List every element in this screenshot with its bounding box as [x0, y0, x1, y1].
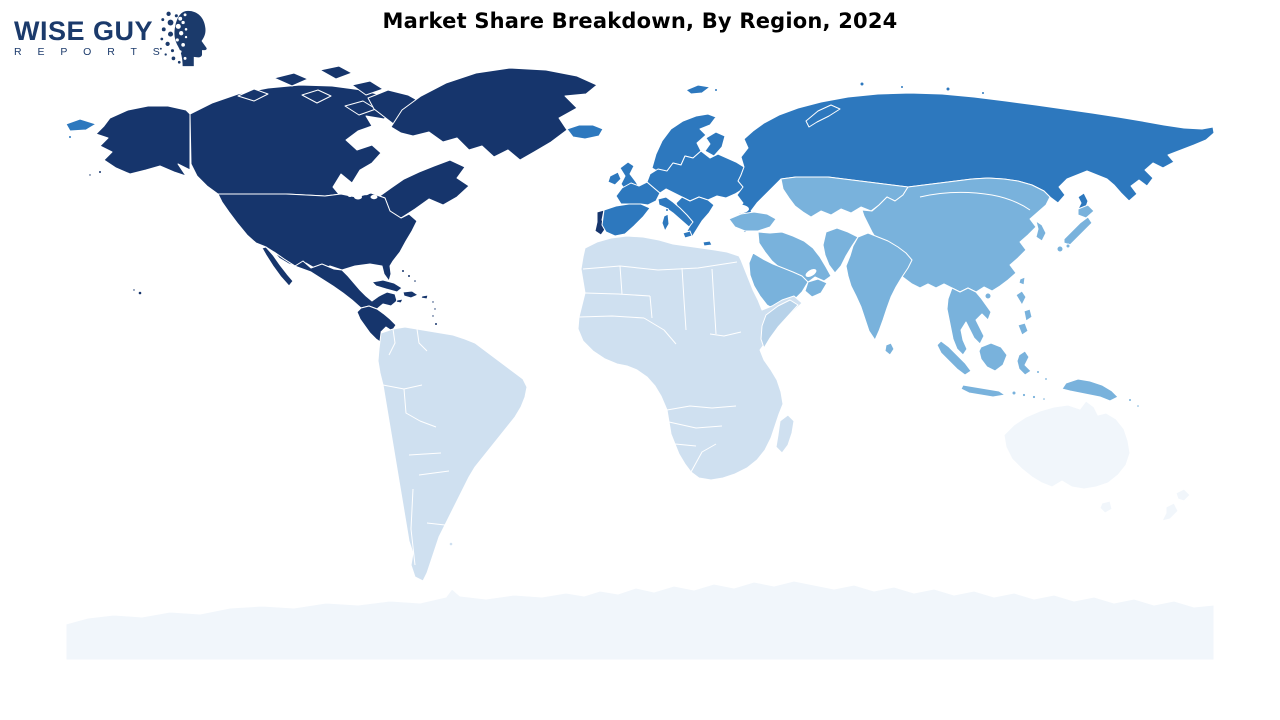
country-finland	[704, 131, 726, 157]
somalia-horn	[760, 299, 799, 349]
country-italy	[657, 196, 694, 228]
logo-subtext: R E P O R T S	[14, 46, 167, 58]
country-ireland	[607, 171, 622, 186]
korea	[1035, 220, 1047, 242]
head-profile-icon	[160, 10, 207, 67]
country-spain	[601, 203, 651, 237]
region-oceania	[65, 400, 1215, 661]
great-lakes	[354, 194, 362, 200]
afghan-pakistan	[822, 227, 859, 274]
island-java	[960, 384, 1006, 398]
japan-honshu	[1063, 216, 1093, 246]
country-oman	[804, 278, 828, 298]
peninsula-baja	[261, 246, 294, 287]
logo-wordmark: WISE GUY	[14, 16, 154, 46]
island-hainan	[984, 292, 992, 300]
island-borneo	[978, 342, 1008, 372]
island-taiwan	[1018, 276, 1026, 286]
island-sulawesi	[1016, 350, 1032, 376]
island-hispaniola	[402, 290, 419, 299]
country-india	[845, 232, 913, 341]
country-iceland	[566, 124, 604, 140]
country-usa	[217, 192, 418, 282]
japan-hokkaido	[1077, 204, 1095, 219]
region-east-africa	[760, 299, 799, 349]
region-asia-pacific	[728, 176, 1140, 408]
continent-south-america	[377, 326, 528, 582]
country-alaska	[95, 105, 191, 177]
chukotka-wrap	[65, 118, 97, 132]
indochina	[946, 287, 992, 356]
island-new-guinea	[1061, 378, 1119, 402]
novaya-zemlya	[805, 104, 841, 128]
new-zealand-south	[1161, 502, 1179, 522]
region-rest-of-world	[377, 235, 803, 582]
black-sea	[723, 204, 749, 214]
page-title: Market Share Breakdown, By Region, 2024	[382, 9, 898, 33]
svalbard	[685, 84, 711, 95]
country-russia	[736, 92, 1215, 234]
island-cuba	[371, 279, 403, 293]
country-turkey	[728, 211, 777, 232]
island-hawaii	[137, 290, 143, 296]
island-madagascar	[775, 414, 795, 454]
country-greenland	[390, 67, 598, 161]
country-australia	[1003, 400, 1131, 490]
region-north-america	[88, 65, 607, 356]
logo-text: WISE GUY R E P O R T S	[14, 16, 167, 59]
island-sumatra	[936, 340, 972, 376]
inland-water	[347, 190, 817, 277]
island-sri-lanka	[884, 342, 895, 356]
island-tasmania	[1099, 500, 1113, 514]
continent-antarctica	[65, 580, 1215, 661]
continent-africa	[577, 235, 803, 481]
persian-gulf	[805, 269, 817, 277]
region-europe	[65, 81, 1215, 247]
philippines	[1015, 290, 1027, 306]
caspian-sea	[783, 206, 797, 234]
new-zealand-north	[1175, 488, 1191, 502]
falkland-islands	[448, 541, 454, 547]
country-mexico	[273, 251, 398, 310]
wise-guy-reports-logo: WISE GUY R E P O R T S	[14, 8, 218, 70]
